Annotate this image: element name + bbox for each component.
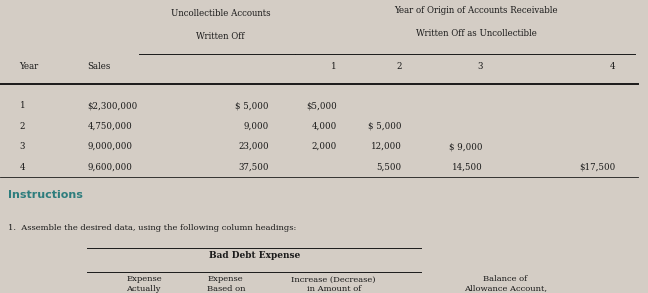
Text: Expense
Actually
Reported: Expense Actually Reported xyxy=(126,275,165,293)
Text: $ 9,000: $ 9,000 xyxy=(449,142,483,151)
Text: Instructions: Instructions xyxy=(8,190,83,200)
Text: 1: 1 xyxy=(19,101,25,110)
Text: 2: 2 xyxy=(19,122,25,131)
Text: 4,000: 4,000 xyxy=(312,122,337,131)
Text: 4: 4 xyxy=(610,62,616,71)
Text: 2: 2 xyxy=(397,62,402,71)
Text: $2,300,000: $2,300,000 xyxy=(87,101,138,110)
Text: $5,000: $5,000 xyxy=(307,101,337,110)
Text: $ 5,000: $ 5,000 xyxy=(235,101,269,110)
Text: 9,000: 9,000 xyxy=(244,122,269,131)
Text: 2,000: 2,000 xyxy=(312,142,337,151)
Text: 5,500: 5,500 xyxy=(376,163,402,172)
Text: Written Off as Uncollectible: Written Off as Uncollectible xyxy=(416,29,537,38)
Text: Written Off: Written Off xyxy=(196,32,244,41)
Text: 4,750,000: 4,750,000 xyxy=(87,122,132,131)
Text: Expense
Based on
Estimate: Expense Based on Estimate xyxy=(207,275,246,293)
Text: Balance of
Allowance Account,
End of Year: Balance of Allowance Account, End of Yea… xyxy=(464,275,547,293)
Text: 3: 3 xyxy=(19,142,25,151)
Text: 1: 1 xyxy=(331,62,337,71)
Text: 37,500: 37,500 xyxy=(238,163,269,172)
Text: 12,000: 12,000 xyxy=(371,142,402,151)
Text: 9,600,000: 9,600,000 xyxy=(87,163,132,172)
Text: $ 5,000: $ 5,000 xyxy=(368,122,402,131)
Text: Increase (Decrease)
in Amount of
Expense: Increase (Decrease) in Amount of Expense xyxy=(292,275,376,293)
Text: 4: 4 xyxy=(19,163,25,172)
Text: Bad Debt Expense: Bad Debt Expense xyxy=(209,251,300,260)
Text: Sales: Sales xyxy=(87,62,111,71)
Text: 9,000,000: 9,000,000 xyxy=(87,142,132,151)
Text: $17,500: $17,500 xyxy=(579,163,616,172)
Text: Year of Origin of Accounts Receivable: Year of Origin of Accounts Receivable xyxy=(395,6,558,15)
Text: 3: 3 xyxy=(478,62,483,71)
Text: Uncollectible Accounts: Uncollectible Accounts xyxy=(170,9,270,18)
Text: 1.  Assemble the desired data, using the following column headings:: 1. Assemble the desired data, using the … xyxy=(8,224,296,232)
Text: 14,500: 14,500 xyxy=(452,163,483,172)
Text: Year: Year xyxy=(19,62,39,71)
Text: 23,000: 23,000 xyxy=(238,142,269,151)
